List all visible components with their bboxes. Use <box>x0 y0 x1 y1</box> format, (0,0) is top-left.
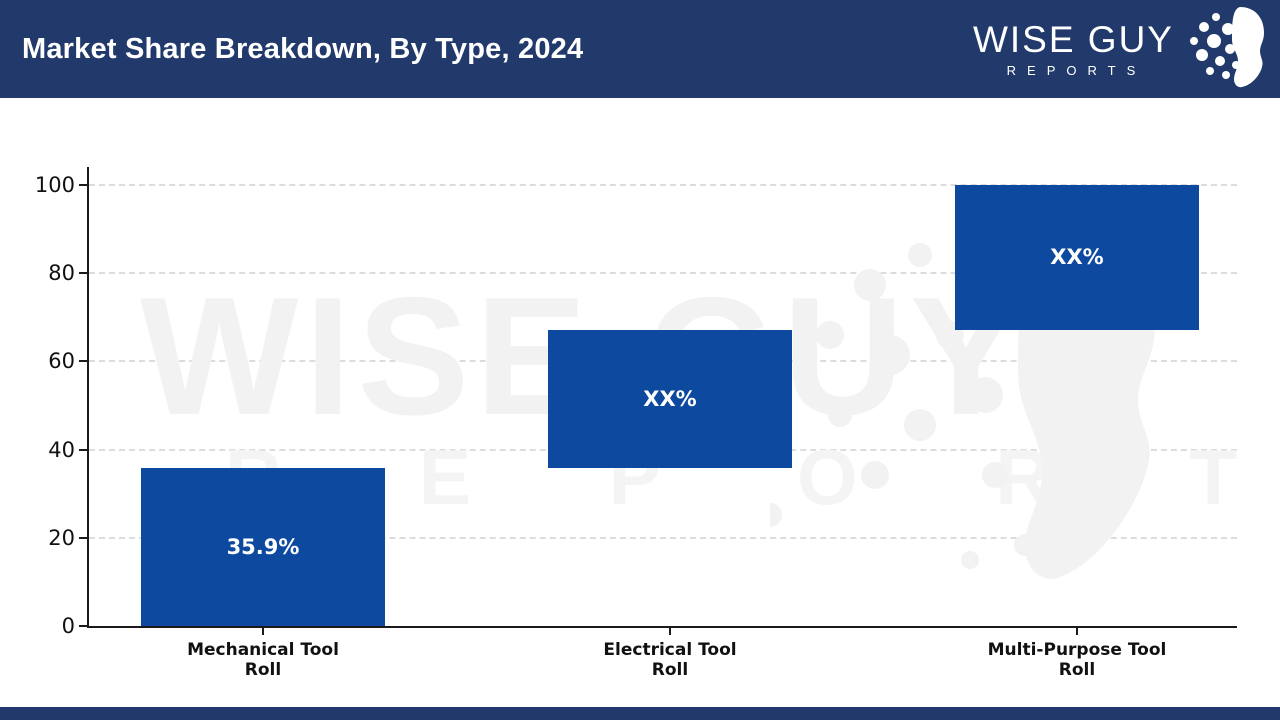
y-tick-label: 0 <box>61 613 75 638</box>
y-tick-mark <box>79 448 87 451</box>
header: Market Share Breakdown, By Type, 2024 WI… <box>0 0 1280 98</box>
y-tick-mark <box>79 360 87 363</box>
y-tick-label: 80 <box>48 260 75 285</box>
logo-subtitle: REPORTS <box>1006 63 1147 78</box>
x-axis-line <box>87 626 1237 628</box>
y-tick-mark <box>79 272 87 275</box>
x-tick-mark <box>1076 628 1078 635</box>
y-tick-mark <box>79 536 87 539</box>
x-category-label: Mechanical Tool Roll <box>187 640 339 681</box>
logo-wordmark: WISE GUY <box>972 19 1174 60</box>
page-title: Market Share Breakdown, By Type, 2024 <box>22 32 584 65</box>
bar-value-label: XX% <box>643 386 697 411</box>
y-tick-label: 40 <box>48 437 75 462</box>
wiseguy-logo-text: WISE GUY REPORTS <box>973 21 1174 77</box>
x-category-label: Multi-Purpose Tool Roll <box>987 640 1167 681</box>
bar-value-label: 35.9% <box>226 534 300 559</box>
y-tick-label: 100 <box>34 172 75 197</box>
gridline <box>89 272 1237 275</box>
wiseguy-face-icon <box>1180 5 1266 93</box>
gridline <box>89 536 1237 539</box>
gridline <box>89 183 1237 186</box>
y-tick-label: 20 <box>48 525 75 550</box>
bar-value-label: XX% <box>1050 245 1104 270</box>
x-tick-mark <box>262 628 264 635</box>
y-tick-mark <box>79 625 87 627</box>
bar-electrical-tool-roll: XX% <box>548 329 792 468</box>
x-tick-mark <box>669 628 671 635</box>
wiseguy-logo: WISE GUY REPORTS <box>973 5 1266 93</box>
x-category-label: Electrical Tool Roll <box>603 640 737 681</box>
y-tick-label: 60 <box>48 349 75 374</box>
y-tick-mark <box>79 183 87 186</box>
bar-mechanical-tool-roll: 35.9% <box>141 467 385 626</box>
footer-bar <box>0 707 1280 720</box>
y-axis-line <box>87 167 89 628</box>
bar-multi-purpose-tool-roll: XX% <box>955 184 1199 330</box>
